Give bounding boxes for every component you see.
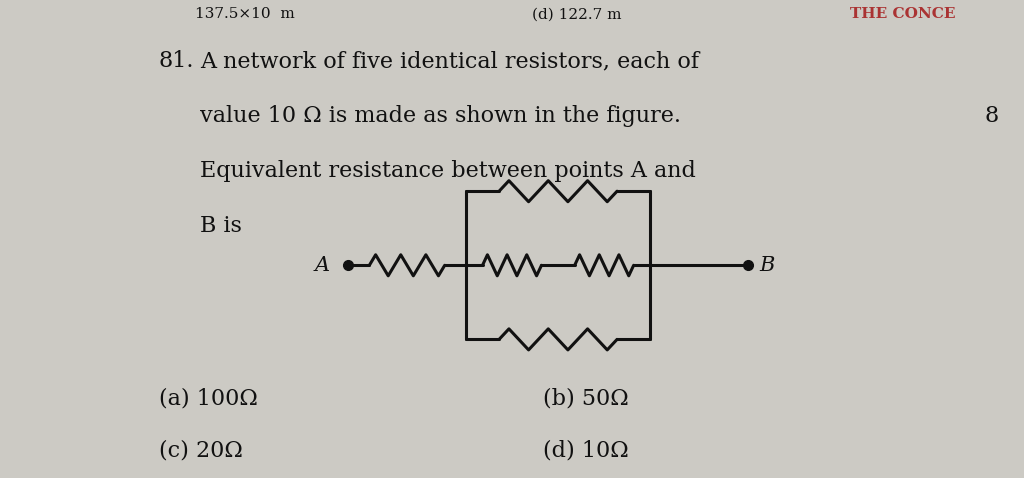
Text: THE CONCE: THE CONCE <box>850 7 955 21</box>
Text: 137.5×10  m: 137.5×10 m <box>195 7 294 21</box>
Text: 8: 8 <box>984 105 998 127</box>
Text: value 10 Ω is made as shown in the figure.: value 10 Ω is made as shown in the figur… <box>200 105 681 127</box>
Text: (a) 100Ω: (a) 100Ω <box>159 387 258 409</box>
Text: 81.: 81. <box>159 50 195 72</box>
Text: A: A <box>314 256 330 275</box>
Text: (d) 122.7 m: (d) 122.7 m <box>532 7 622 21</box>
Text: B: B <box>760 256 775 275</box>
Text: (b) 50Ω: (b) 50Ω <box>543 387 629 409</box>
Text: B is: B is <box>200 215 242 237</box>
Text: (d) 10Ω: (d) 10Ω <box>543 440 629 462</box>
Text: Equivalent resistance between points A and: Equivalent resistance between points A a… <box>200 160 695 182</box>
Text: A network of five identical resistors, each of: A network of five identical resistors, e… <box>200 50 698 72</box>
Text: (c) 20Ω: (c) 20Ω <box>159 440 243 462</box>
